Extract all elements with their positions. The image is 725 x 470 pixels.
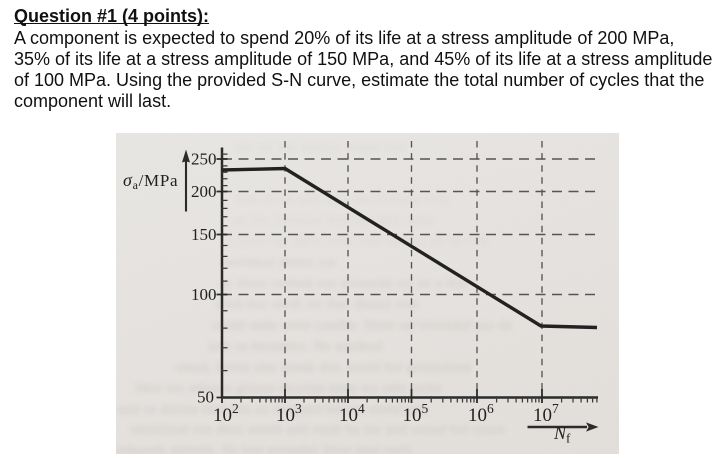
svg-text:100: 100 [191, 285, 217, 304]
svg-text:106: 106 [468, 401, 494, 426]
svg-text:250: 250 [191, 150, 217, 169]
svg-text:200: 200 [191, 182, 217, 201]
svg-text:105: 105 [403, 401, 429, 426]
svg-text:102: 102 [213, 401, 239, 426]
svg-text:σa/MPa: σa/MPa [123, 170, 178, 192]
svg-text:150: 150 [191, 225, 217, 244]
svg-text:50: 50 [197, 388, 214, 407]
svg-text:104: 104 [339, 401, 365, 426]
svg-text:103: 103 [276, 401, 302, 426]
